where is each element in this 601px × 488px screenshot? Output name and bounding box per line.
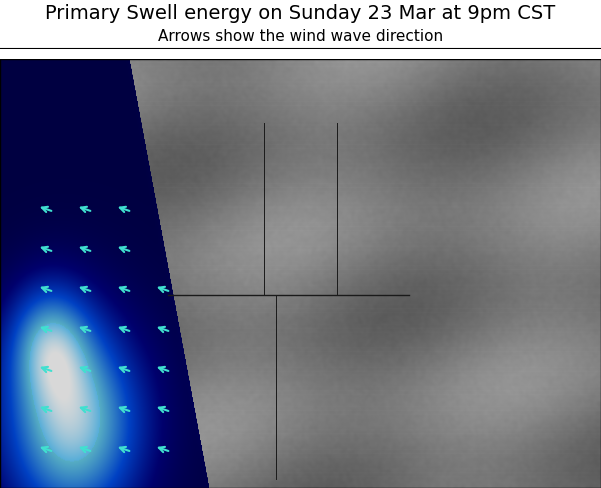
Text: Arrows show the wind wave direction: Arrows show the wind wave direction	[158, 29, 443, 44]
Text: Primary Swell energy on Sunday 23 Mar at 9pm CST: Primary Swell energy on Sunday 23 Mar at…	[45, 4, 556, 23]
